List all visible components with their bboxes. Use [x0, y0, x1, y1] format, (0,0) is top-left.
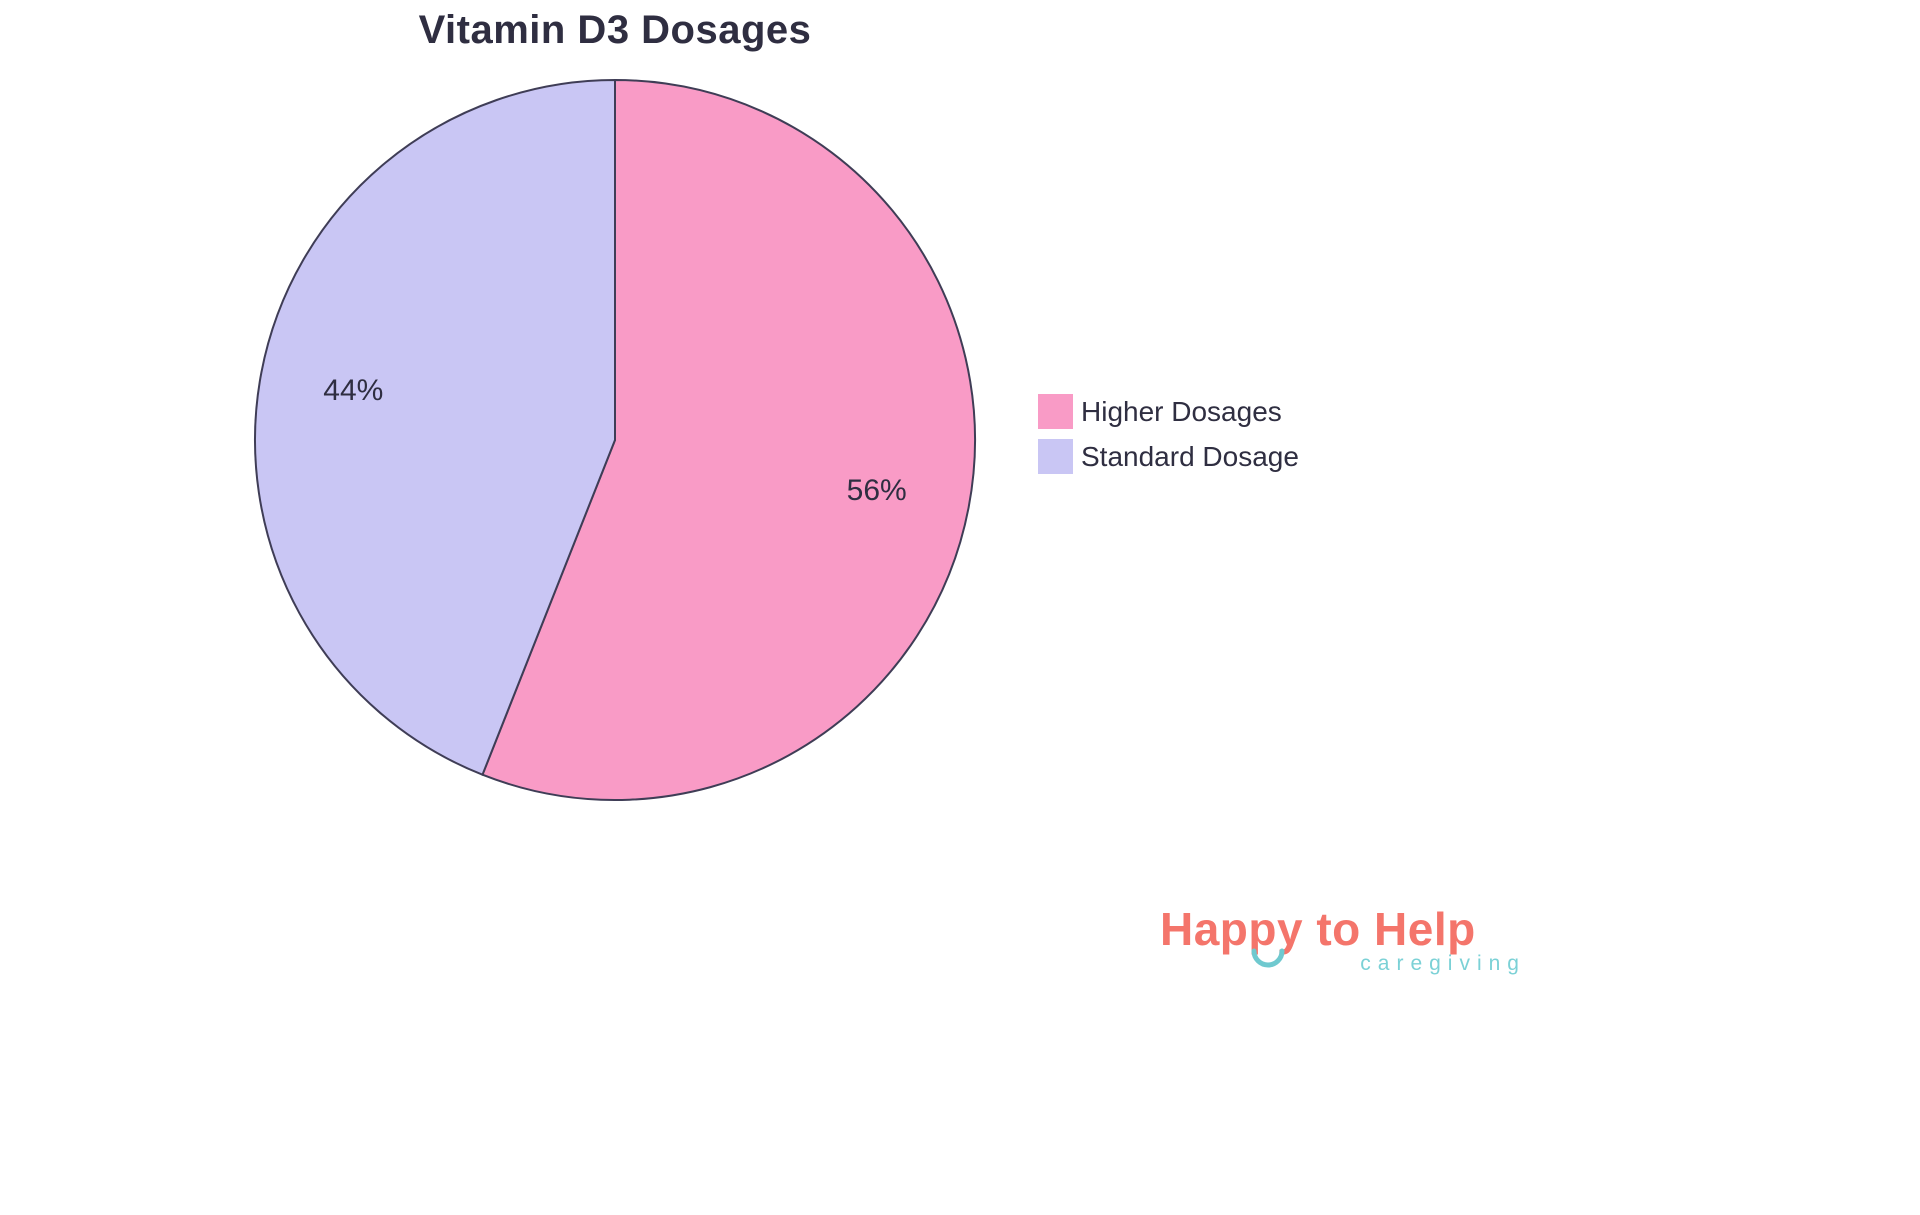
smile-arc	[1251, 948, 1285, 968]
pie-slice-0	[481, 78, 976, 801]
legend-item-higher-dosages: Higher Dosages	[1038, 394, 1299, 429]
legend-label-standard-dosage: Standard Dosage	[1081, 440, 1299, 472]
legend-swatch-standard-dosage	[1038, 439, 1073, 474]
legend-swatch-higher-dosages	[1038, 394, 1073, 429]
brand-tagline: caregiving	[1360, 952, 1526, 975]
slice-value-label-0: 56%	[847, 474, 907, 507]
chart-legend: Higher Dosages Standard Dosage	[1038, 394, 1299, 474]
brand-name: Happy to Help	[1160, 903, 1476, 955]
legend-label-higher-dosages: Higher Dosages	[1081, 395, 1282, 427]
pie-slice-1	[254, 78, 616, 777]
legend-item-standard-dosage: Standard Dosage	[1038, 439, 1299, 474]
slice-value-label-1: 44%	[323, 374, 383, 407]
smile-icon	[1251, 948, 1285, 968]
brand-logo: Happy to Help caregiving	[1160, 902, 1528, 976]
chart-title: Vitamin D3 Dosages	[418, 8, 812, 52]
